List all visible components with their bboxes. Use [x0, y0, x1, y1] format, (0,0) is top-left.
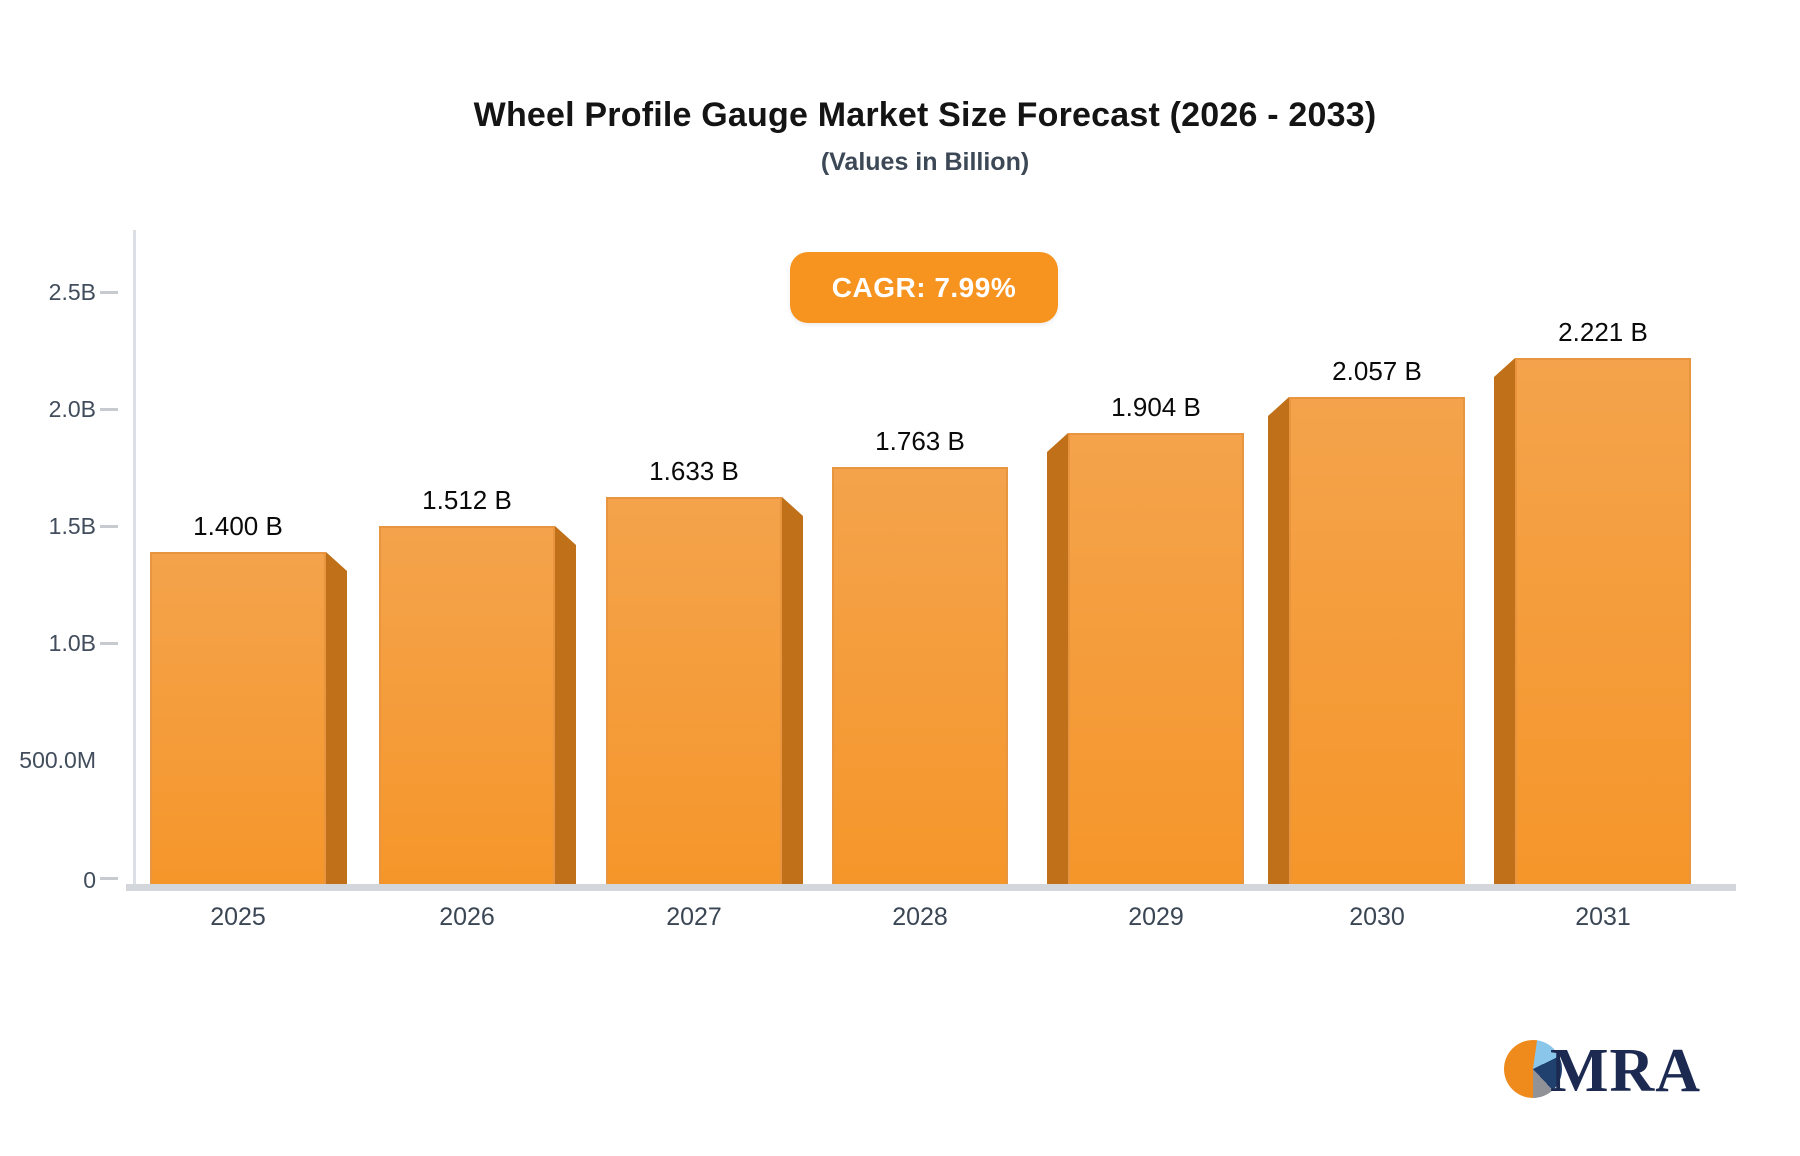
bar-side-panel [555, 526, 576, 884]
mra-logo: MRA [1504, 1038, 1701, 1110]
bar-face [1289, 397, 1465, 884]
y-tick-mark [100, 525, 118, 528]
bar-face [379, 526, 555, 884]
bar-side-panel [1268, 397, 1289, 884]
bar-2028: 1.763 B [832, 426, 1008, 884]
x-label-2026: 2026 [439, 903, 495, 931]
bar-2025: 1.400 B [150, 511, 347, 884]
y-tick-mark [100, 291, 118, 294]
logo-pie-icon [1504, 1040, 1562, 1098]
x-label-2031: 2031 [1575, 903, 1631, 931]
bar-2027: 1.633 B [606, 456, 803, 884]
x-axis-baseline [126, 884, 1736, 891]
bar-value-label: 1.400 B [193, 511, 283, 541]
bar-2030: 2.057 B [1268, 356, 1465, 884]
bar-face [1068, 433, 1244, 884]
x-label-2027: 2027 [666, 903, 722, 931]
bar-2031: 2.221 B [1494, 317, 1691, 884]
bar-face [832, 467, 1008, 884]
x-label-2025: 2025 [210, 903, 266, 931]
bar-value-label: 1.512 B [422, 485, 512, 515]
chart-title: Wheel Profile Gauge Market Size Forecast… [473, 96, 1377, 134]
y-tick-label-2-0b: 2.0B [48, 396, 96, 422]
y-axis-line [133, 230, 136, 891]
bar-face [606, 497, 782, 884]
chart-subtitle: (Values in Billion) [820, 148, 1030, 176]
y-tick-label-1-0b: 1.0B [48, 630, 96, 656]
bar-value-label: 2.221 B [1558, 317, 1648, 347]
bar-value-label: 1.763 B [875, 426, 965, 456]
bar-value-label: 1.633 B [649, 456, 739, 486]
y-tick-label-0: 0 [83, 867, 96, 893]
y-tick-label-500m: 500.0M [19, 747, 96, 773]
x-label-2028: 2028 [892, 903, 948, 931]
x-label-2029: 2029 [1128, 903, 1184, 931]
bar-side-panel [782, 497, 803, 884]
bar-value-label: 2.057 B [1332, 356, 1422, 386]
x-label-2030: 2030 [1349, 903, 1405, 931]
bar-side-panel [326, 552, 347, 884]
bar-2029: 1.904 B [1047, 392, 1244, 884]
bar-face [1515, 358, 1691, 884]
bar-face [150, 552, 326, 884]
bar-2026: 1.512 B [379, 485, 576, 884]
y-tick-mark [100, 877, 118, 880]
bar-value-label: 1.904 B [1111, 392, 1201, 422]
bar-side-panel [1494, 358, 1515, 884]
y-tick-mark [100, 408, 118, 411]
logo-text: MRA [1550, 1037, 1702, 1105]
y-tick-label-1-5b: 1.5B [48, 513, 96, 539]
bar-side-panel [1047, 433, 1068, 884]
y-tick-label-2-5b: 2.5B [48, 279, 96, 305]
y-tick-mark [100, 642, 118, 645]
cagr-badge: CAGR: 7.99% [790, 252, 1058, 323]
